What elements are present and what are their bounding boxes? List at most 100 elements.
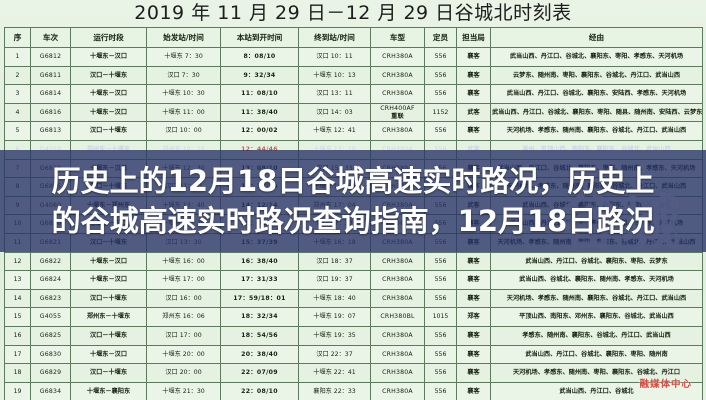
cell-capacity: 556 (424, 84, 457, 104)
cell-bureau: 襄客 (456, 288, 491, 309)
table-row[interactable]: 3 G6814 十堰东－汉口 十堰东 10：30 11：08/10 汉口 13：11 CRH… (4, 84, 703, 104)
cell-origin-time: 汉口 10：00 (146, 121, 221, 141)
cell-station-arr-dep: 22：08/10 (220, 381, 299, 400)
table-row[interactable]: 4 G6816 十堰东－汉口 十堰东 11：00 11：38/40 汉口 14：03 CRH… (4, 102, 703, 123)
cell-sn: 3 (4, 84, 31, 104)
table-row[interactable]: 17 G6830 十堰东－汉口 十堰东 20：00 20：38/40 汉口 22：37 CR… (4, 344, 703, 365)
cell-terminus-time: 汉口 18：37 (298, 251, 371, 272)
cell-via: 武当山西、丹江口、谷城北、襄阳东、枣阳、随县、随州南、安陆西、云梦东、孝感东 (490, 102, 703, 123)
cell-bureau: 襄客 (456, 270, 491, 290)
table-row[interactable]: 14 G6823 汉口－十堰东 汉口 16：00 17：59/18：01 十堰东 18：4… (4, 288, 703, 309)
cell-terminus-time: 汉口 14：03 (298, 102, 371, 123)
cell-via: 平顶山西、南阳东、邓州东、襄阳东、谷城北、武当山西 (490, 307, 703, 327)
cell-station-arr-dep: 11：08/10 (220, 84, 299, 104)
cell-segment: 十堰东－汉口 (70, 344, 147, 365)
cell-sn: 4 (4, 102, 31, 123)
cell-capacity: 556 (424, 251, 457, 272)
cell-sn: 14 (4, 288, 31, 309)
caption-line-1: 历史上的12月18日谷城高速实时路况，历史上 (51, 164, 655, 198)
cell-capacity: 1015 (424, 307, 457, 327)
cell-sn: 5 (4, 121, 31, 141)
cell-bureau: 武客 (456, 102, 491, 123)
cell-train-model: CRH380A (370, 65, 425, 86)
cell-train-number: G6829 (30, 363, 71, 383)
table-row[interactable]: 13 G6824 十堰东－汉口 十堰东 17：00 17：31/33 汉口 19：37 CR… (4, 270, 703, 290)
cell-train-number: G6834 (30, 381, 71, 400)
cell-via: 武当山西、丹江口、谷城北 (490, 381, 703, 400)
cell-terminus-time: 十堰东 12：41 (298, 121, 371, 141)
cell-segment: 十堰东－汉口 (70, 47, 147, 67)
cell-train-model: CRH400AF 重联 (370, 102, 425, 123)
cell-sn: 18 (4, 363, 31, 383)
cell-train-model: CRH380A (370, 363, 425, 383)
table-row[interactable]: 16 G6825 汉口－十堰东 汉口 17：00 18：54/56 十堰东 19：35 CR… (4, 325, 703, 346)
table-row[interactable]: 18 G6829 汉口－十堰东 汉口 20：00 22：07/09 十堰东 22：41 CR… (4, 363, 703, 383)
cell-via: 武当山西、丹江口、谷城北、襄阳东、枣阳、云梦东 (490, 251, 703, 272)
cell-origin-time: 郑州东 16：06 (146, 307, 221, 327)
cell-capacity: 556 (424, 270, 457, 290)
cell-train-number: G6812 (30, 47, 71, 67)
cell-station-arr-dep: 18：54/56 (220, 325, 299, 346)
cell-bureau: 襄客 (456, 65, 491, 86)
cell-sn: 17 (4, 344, 31, 365)
cell-sn: 13 (4, 270, 31, 290)
cell-bureau: 襄客 (456, 121, 491, 141)
cell-via: 武当山西、丹江口、谷城北、襄阳东、枣阳、孝感东、天河机场 (490, 47, 703, 67)
cell-via: 孝感东、随州南、襄阳东、谷城北、丹江口、武当山西 (490, 325, 703, 346)
cell-via: 武当山西、丹江口、谷城北、襄阳东、安陆西、孝感东、天河机场 (490, 84, 703, 104)
cell-train-number: G6814 (30, 84, 71, 104)
cell-origin-time: 十堰东 11：00 (146, 102, 221, 123)
cell-segment: 十堰东－襄阳东 (70, 381, 147, 400)
cell-origin-time: 十堰东 20：00 (146, 344, 221, 365)
cell-capacity: 1152 (424, 102, 457, 123)
cell-capacity: 556 (424, 47, 457, 67)
col-header-origin: 始发站/时间 (146, 27, 221, 48)
cell-sn: 12 (4, 251, 31, 272)
cell-train-model: CRH380A (370, 84, 425, 104)
cell-origin-time: 十堰东 21：30 (146, 381, 221, 400)
cell-train-model: CRH380A (370, 288, 425, 309)
cell-station-arr-dep: 11：38/40 (220, 102, 299, 123)
col-header-station-time: 本站到开时间 (220, 27, 299, 48)
cell-origin-time: 汉口 17：00 (146, 325, 221, 346)
cell-station-arr-dep: 22：07/09 (220, 363, 299, 383)
cell-terminus-time: 十堰东 22：41 (298, 363, 371, 383)
cell-segment: 十堰东－汉口 (70, 84, 147, 104)
cell-terminus-time: 十堰东 10：13 (298, 65, 371, 86)
cell-bureau: 郑客 (456, 307, 491, 327)
cell-train-model: CRH380BL (370, 307, 425, 327)
table-row[interactable]: 12 G6822 十堰东－汉口 十堰东 16：00 16：38/40 汉口 18：37 CR… (4, 251, 703, 272)
cell-train-number: G6811 (30, 65, 71, 86)
cell-train-number: G6816 (30, 102, 71, 123)
cell-bureau: 襄客 (456, 47, 491, 67)
cell-terminus-time: 襄阳东 22：33 (298, 381, 371, 400)
table-row[interactable]: 2 G6811 汉口－十堰东 汉口 7：30 9：32/34 十堰东 10：13 CRH38… (4, 65, 703, 86)
cell-capacity: 556 (424, 121, 457, 141)
cell-segment: 汉口－十堰东 (70, 363, 147, 383)
cell-origin-time: 汉口 16：00 (146, 288, 221, 309)
cell-train-model: CRH380A (370, 344, 425, 365)
cell-station-arr-dep: 12：00/02 (220, 121, 299, 141)
cell-segment: 郑州东－十堰东 (70, 307, 147, 327)
cell-capacity: 556 (424, 381, 457, 400)
cell-segment: 十堰东－汉口 (70, 251, 147, 272)
cell-bureau: 襄客 (456, 325, 491, 346)
cell-train-model: CRH380A (370, 47, 425, 67)
cell-train-number: G6813 (30, 121, 71, 141)
cell-bureau: 襄客 (456, 381, 491, 400)
cell-sn: 15 (4, 307, 31, 327)
cell-station-arr-dep: 8：08/10 (220, 47, 299, 67)
table-row[interactable]: 5 G6813 汉口－十堰东 汉口 10：00 12：00/02 十堰东 12：41 CRH… (4, 121, 703, 141)
col-header-train: 车次 (30, 27, 71, 48)
table-row[interactable]: 19 G6834 十堰东－襄阳东 十堰东 21：30 22：08/10 襄阳东 22：33… (4, 381, 703, 400)
cell-capacity: 556 (424, 288, 457, 309)
page-title-text: 2019 年 11 月 29 日－12 月 29 日谷城北时刻表 (134, 1, 572, 24)
cell-segment: 汉口－十堰东 (70, 121, 147, 141)
cell-segment: 汉口－十堰东 (70, 65, 147, 86)
table-row[interactable]: 15 G4055 郑州东－十堰东 郑州东 16：06 18：32/34 十堰东 19：07… (4, 307, 703, 327)
table-row[interactable]: 1 G6812 十堰东－汉口 十堰东 7：30 8：08/10 汉口 10：11 CRH38… (4, 47, 703, 67)
cell-train-number: G6822 (30, 251, 71, 272)
cell-train-number: G6823 (30, 288, 71, 309)
cell-station-arr-dep: 20：38/40 (220, 344, 299, 365)
col-header-terminus: 终到站/时间 (298, 27, 371, 48)
